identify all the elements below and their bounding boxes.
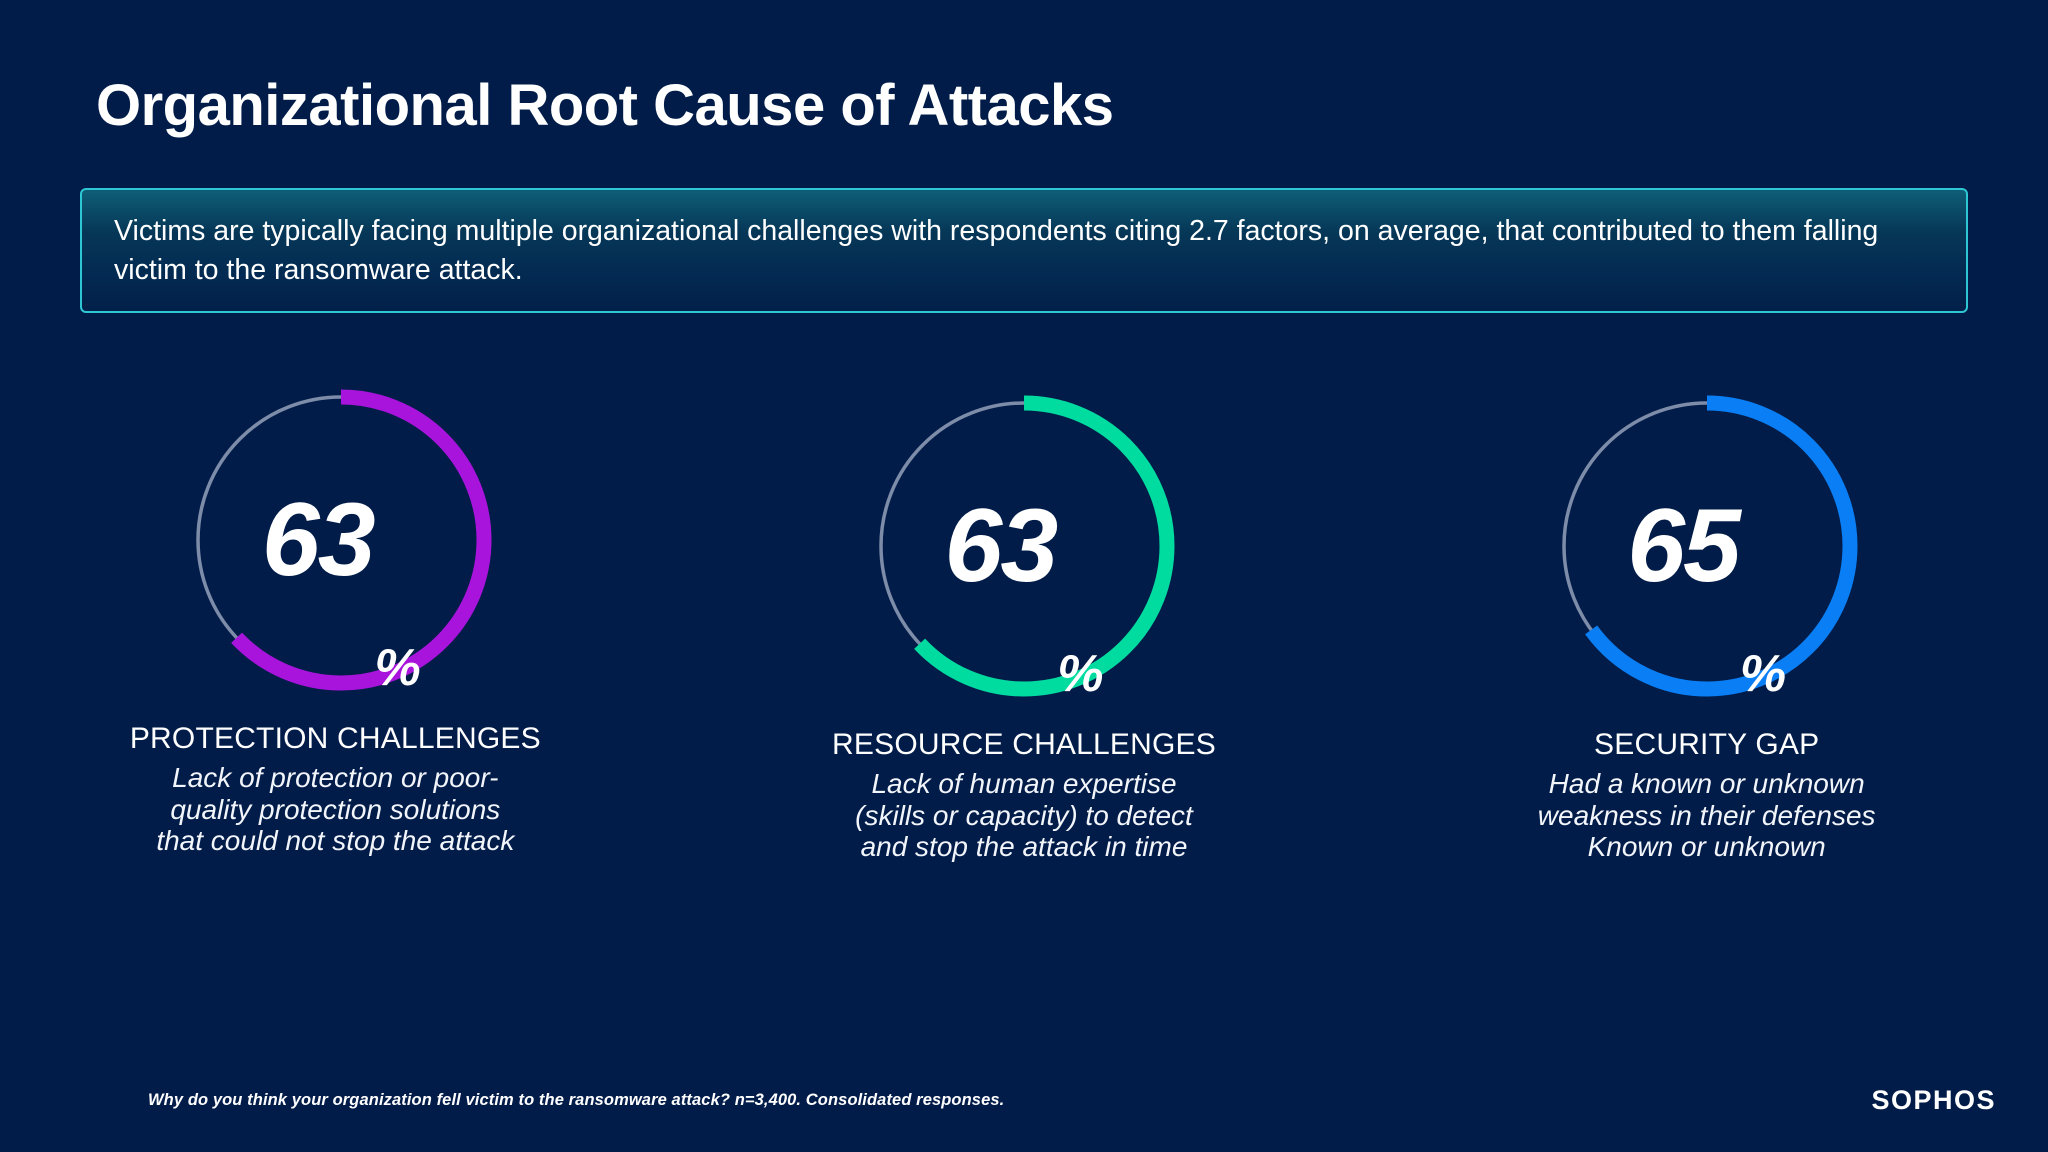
donut-chart-row: 63 % PROTECTION CHALLENGES Lack of prote… bbox=[0, 380, 2048, 862]
donut-arc-3 bbox=[1556, 395, 1858, 697]
caption-desc-line: and stop the attack in time bbox=[860, 831, 1188, 863]
caption-desc-line: that could not stop the attack bbox=[156, 825, 515, 857]
donut-caption-2: RESOURCE CHALLENGES Lack of human expert… bbox=[804, 728, 1244, 863]
donut-card-resource-challenges: 63 % RESOURCE CHALLENGES Lack of human e… bbox=[683, 380, 1366, 862]
page-title: Organizational Root Cause of Attacks bbox=[96, 73, 1114, 138]
callout-box: Victims are typically facing multiple or… bbox=[80, 188, 1968, 313]
callout-text: Victims are typically facing multiple or… bbox=[114, 215, 1879, 286]
caption-desc-line: Lack of human expertise bbox=[871, 768, 1177, 799]
donut-caption-3: SECURITY GAP Had a known or unknown weak… bbox=[1487, 728, 1927, 863]
sophos-logo: SOPHOS bbox=[1871, 1085, 1996, 1115]
donut-caption-1: PROTECTION CHALLENGES Lack of protection… bbox=[115, 722, 555, 857]
caption-desc-line: Had a known or unknown bbox=[1548, 768, 1865, 799]
donut-caption-title-2: RESOURCE CHALLENGES bbox=[832, 728, 1216, 761]
donut-svg-1 bbox=[190, 389, 492, 691]
caption-desc-line: Known or unknown bbox=[1587, 831, 1826, 863]
donut-caption-title-3: SECURITY GAP bbox=[1594, 728, 1820, 761]
donut-caption-desc-1: Lack of protection or poor- quality prot… bbox=[115, 762, 555, 857]
donut-svg-2 bbox=[873, 395, 1175, 697]
donut-arc-2 bbox=[873, 395, 1175, 697]
source-footnote: Why do you think your organization fell … bbox=[148, 1091, 1005, 1109]
caption-desc-line: weakness in their defenses bbox=[1537, 799, 1876, 831]
donut-arc-1 bbox=[190, 389, 492, 691]
donut-chart-3: 65 % bbox=[1547, 386, 1867, 706]
caption-desc-line: Lack of protection or poor- bbox=[172, 762, 499, 793]
donut-card-security-gap: 65 % SECURITY GAP Had a known or unknown… bbox=[1365, 380, 2048, 862]
donut-caption-desc-3: Had a known or unknown weakness in their… bbox=[1487, 768, 1927, 863]
donut-chart-1: 63 % bbox=[181, 380, 501, 700]
donut-card-protection-challenges: 63 % PROTECTION CHALLENGES Lack of prote… bbox=[0, 380, 683, 857]
caption-desc-line: quality protection solutions bbox=[170, 793, 501, 825]
donut-caption-desc-2: Lack of human expertise (skills or capac… bbox=[804, 768, 1244, 863]
donut-chart-2: 63 % bbox=[864, 386, 1184, 706]
donut-caption-title-1: PROTECTION CHALLENGES bbox=[129, 722, 541, 755]
caption-desc-line: (skills or capacity) to detect bbox=[855, 799, 1193, 831]
donut-svg-3 bbox=[1556, 395, 1858, 697]
